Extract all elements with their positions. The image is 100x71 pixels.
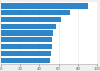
Bar: [1, 58, 50, 63]
Bar: [1, 30, 53, 36]
Bar: [1, 3, 88, 9]
Bar: [1, 24, 56, 29]
Bar: [1, 44, 52, 49]
Bar: [1, 37, 52, 42]
Bar: [1, 10, 70, 15]
Bar: [1, 17, 60, 22]
Bar: [1, 51, 51, 56]
